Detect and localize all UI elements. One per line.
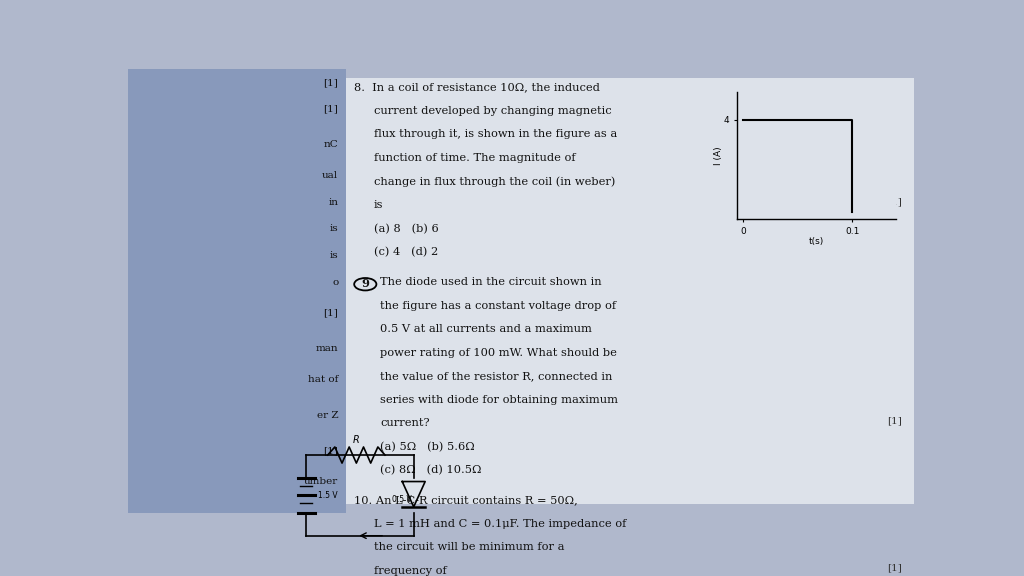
Text: The diode used in the circuit shown in: The diode used in the circuit shown in bbox=[380, 277, 602, 287]
Text: [1]: [1] bbox=[324, 78, 338, 87]
Text: the figure has a constant voltage drop of: the figure has a constant voltage drop o… bbox=[380, 301, 616, 310]
Text: man: man bbox=[315, 344, 338, 353]
Text: the circuit will be minimum for a: the circuit will be minimum for a bbox=[374, 543, 564, 552]
Text: [1]: [1] bbox=[324, 104, 338, 113]
Text: (c) 8Ω   (d) 10.5Ω: (c) 8Ω (d) 10.5Ω bbox=[380, 465, 482, 476]
Text: nC: nC bbox=[324, 140, 338, 149]
Text: [1]: [1] bbox=[887, 416, 902, 425]
Text: current developed by changing magnetic: current developed by changing magnetic bbox=[374, 106, 611, 116]
Text: is: is bbox=[374, 200, 384, 210]
X-axis label: t(s): t(s) bbox=[809, 237, 824, 246]
Text: 8.  In a coil of resistance 10Ω, the induced: 8. In a coil of resistance 10Ω, the indu… bbox=[354, 82, 600, 92]
Text: series with diode for obtaining maximum: series with diode for obtaining maximum bbox=[380, 395, 618, 405]
Text: is: is bbox=[330, 251, 338, 260]
Text: [1]: [1] bbox=[324, 309, 338, 317]
Text: (a) 8   (b) 6: (a) 8 (b) 6 bbox=[374, 223, 438, 234]
Text: flux through it, is shown in the figure as a: flux through it, is shown in the figure … bbox=[374, 130, 617, 139]
Text: ual: ual bbox=[323, 171, 338, 180]
Text: function of time. The magnitude of: function of time. The magnitude of bbox=[374, 153, 575, 163]
Text: (c) 4   (d) 2: (c) 4 (d) 2 bbox=[374, 247, 438, 257]
Text: the value of the resistor R, connected in: the value of the resistor R, connected i… bbox=[380, 371, 612, 381]
Text: current?: current? bbox=[380, 418, 430, 428]
Text: is: is bbox=[330, 224, 338, 233]
Text: frequency of: frequency of bbox=[374, 566, 446, 576]
Y-axis label: I (A): I (A) bbox=[714, 146, 723, 165]
Text: (a) 5Ω   (b) 5.6Ω: (a) 5Ω (b) 5.6Ω bbox=[380, 442, 475, 452]
Text: in: in bbox=[329, 198, 338, 207]
Text: 0.5 V at all currents and a maximum: 0.5 V at all currents and a maximum bbox=[380, 324, 592, 334]
Text: o: o bbox=[332, 278, 338, 286]
Text: 10. An L-C-R circuit contains R = 50Ω,: 10. An L-C-R circuit contains R = 50Ω, bbox=[354, 495, 578, 505]
Text: R: R bbox=[353, 435, 359, 445]
Text: [1]: [1] bbox=[324, 446, 338, 455]
Text: hat of: hat of bbox=[308, 375, 338, 384]
Text: 1.5 V: 1.5 V bbox=[317, 491, 337, 500]
Text: L = 1 mH and C = 0.1μF. The impedance of: L = 1 mH and C = 0.1μF. The impedance of bbox=[374, 519, 627, 529]
Text: [1]: [1] bbox=[887, 198, 902, 207]
Text: power rating of 100 mW. What should be: power rating of 100 mW. What should be bbox=[380, 348, 617, 358]
Text: er Z: er Z bbox=[316, 411, 338, 419]
Text: 0.5 V: 0.5 V bbox=[392, 495, 412, 505]
Text: [1]: [1] bbox=[887, 564, 902, 573]
Bar bbox=[346, 78, 913, 504]
Text: 9: 9 bbox=[361, 278, 370, 289]
Text: umber: umber bbox=[304, 477, 338, 486]
Bar bbox=[128, 69, 346, 513]
Text: change in flux through the coil (in weber): change in flux through the coil (in webe… bbox=[374, 176, 615, 187]
